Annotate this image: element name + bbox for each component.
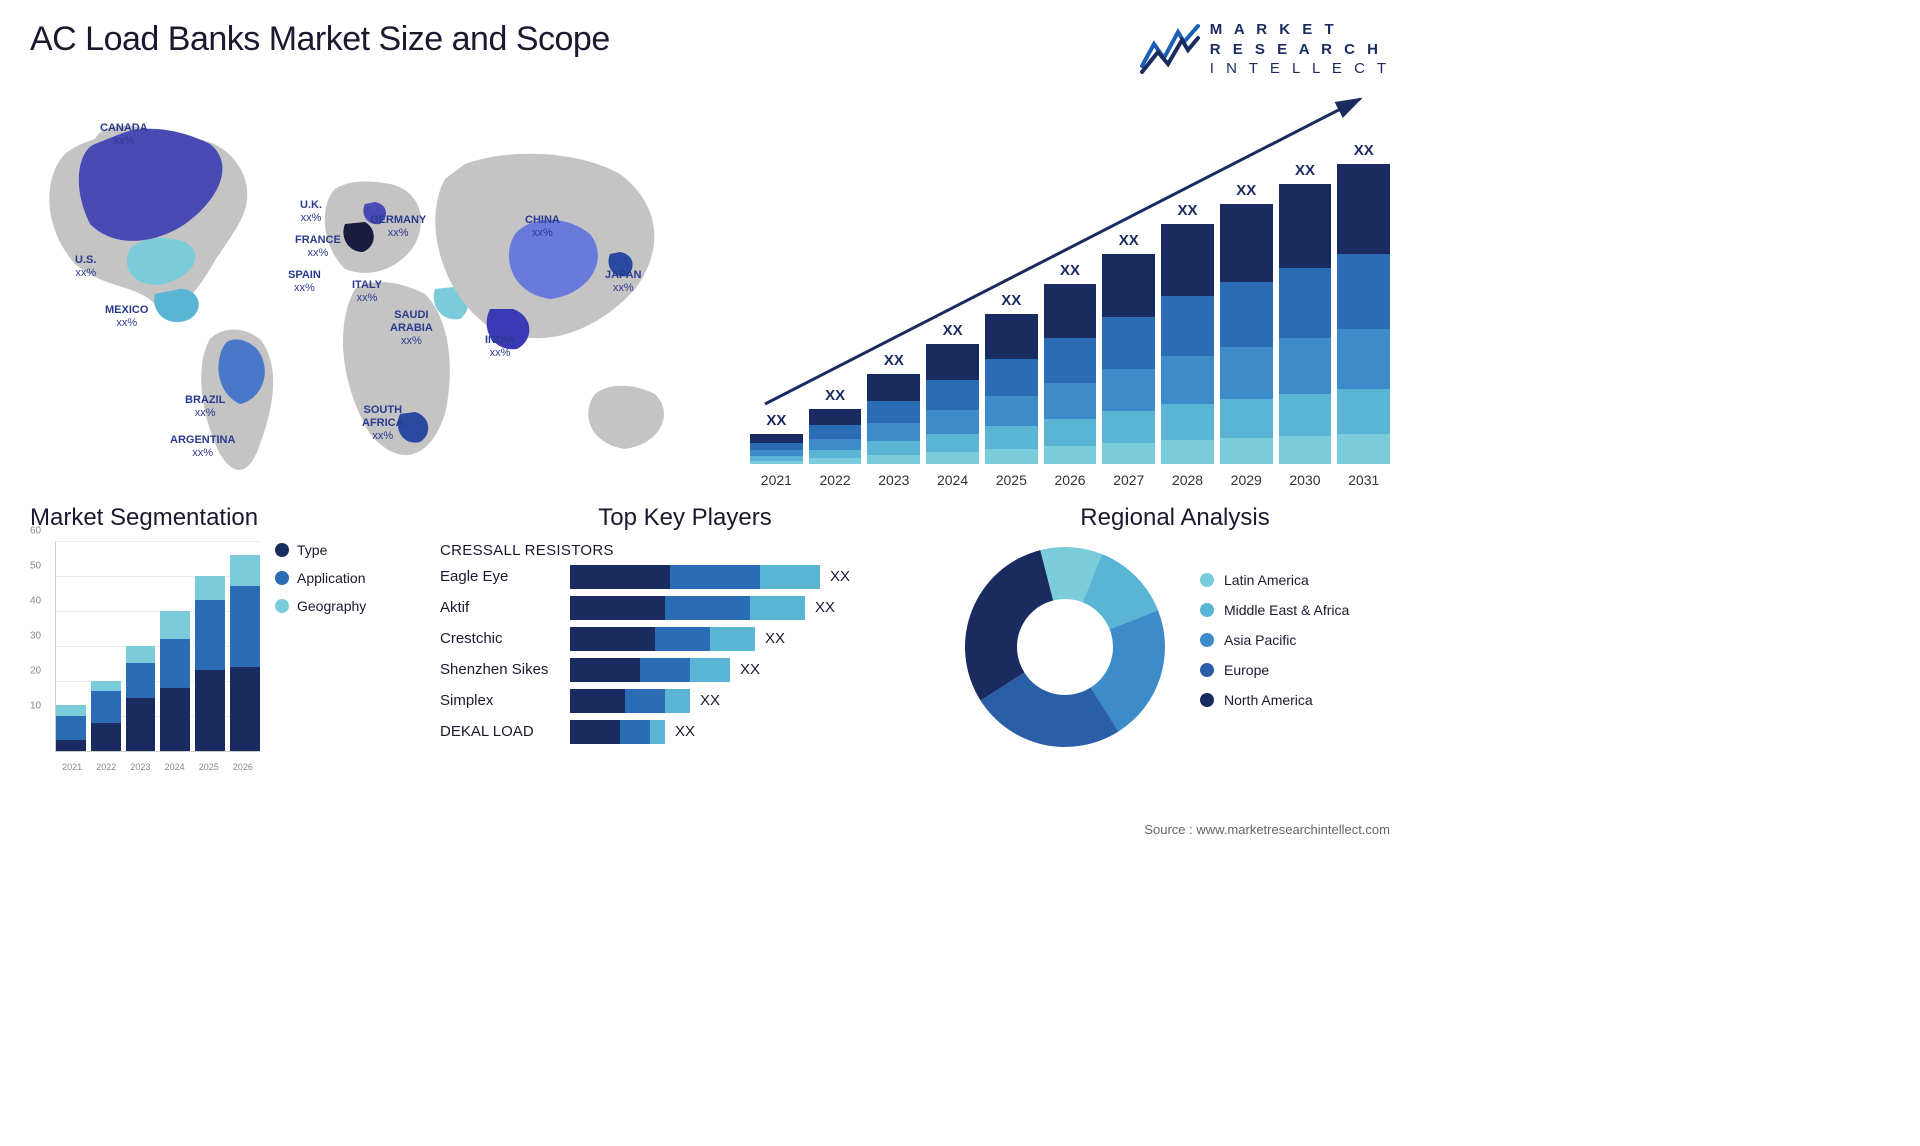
legend-item: Europe — [1200, 662, 1349, 678]
logo-line1: M A R K E T — [1210, 20, 1390, 40]
page-title: AC Load Banks Market Size and Scope — [30, 20, 610, 59]
seg-bar — [195, 576, 225, 751]
segmentation-legend: Type Application Geography — [275, 542, 366, 772]
seg-bar — [230, 555, 260, 751]
regional-panel: Regional Analysis Latin America Middle Ea… — [960, 504, 1390, 772]
segmentation-chart: 102030405060 202120222023202420252026 — [30, 542, 260, 772]
map-label: INDIAxx% — [485, 334, 515, 360]
growth-bar: XX2021 — [750, 434, 803, 464]
legend-item: North America — [1200, 692, 1349, 708]
map-label: SAUDIARABIAxx% — [390, 309, 433, 349]
keyplayer-row: DEKAL LOADXX — [440, 720, 930, 744]
growth-bar: XX2022 — [809, 409, 862, 464]
growth-bar: XX2029 — [1220, 204, 1273, 464]
map-label: GERMANYxx% — [370, 214, 426, 240]
map-label: CHINAxx% — [525, 214, 560, 240]
map-label: U.K.xx% — [300, 199, 322, 225]
map-label: JAPANxx% — [605, 269, 641, 295]
map-label: SPAINxx% — [288, 269, 321, 295]
growth-bar: XX2025 — [985, 314, 1038, 464]
regional-title: Regional Analysis — [960, 504, 1390, 532]
source-attribution: Source : www.marketresearchintellect.com — [1144, 822, 1390, 837]
map-label: ARGENTINAxx% — [170, 434, 235, 460]
keyplayer-row: Eagle EyeXX — [440, 565, 930, 589]
growth-bar: XX2028 — [1161, 224, 1214, 464]
legend-item: Middle East & Africa — [1200, 602, 1349, 618]
growth-bar: XX2024 — [926, 344, 979, 464]
legend-item: Asia Pacific — [1200, 632, 1349, 648]
growth-bar: XX2030 — [1279, 184, 1332, 464]
map-label: BRAZILxx% — [185, 394, 225, 420]
growth-bar: XX2023 — [867, 374, 920, 464]
growth-chart: XX2021XX2022XX2023XX2024XX2025XX2026XX20… — [750, 94, 1390, 494]
keyplayers-subtitle: CRESSALL RESISTORS — [440, 542, 930, 559]
logo-mark-icon — [1140, 24, 1200, 74]
world-map: CANADAxx% U.S.xx% MEXICOxx% BRAZILxx% ARGENT… — [30, 94, 720, 494]
seg-bar — [126, 646, 156, 751]
growth-bar: XX2031 — [1337, 164, 1390, 464]
seg-bar — [160, 611, 190, 751]
legend-item: Latin America — [1200, 572, 1349, 588]
map-label: FRANCExx% — [295, 234, 341, 260]
regional-legend: Latin America Middle East & Africa Asia Pa… — [1200, 572, 1349, 722]
map-label: CANADAxx% — [100, 122, 148, 148]
legend-item: Geography — [275, 598, 366, 614]
growth-bar: XX2026 — [1044, 284, 1097, 464]
legend-item: Type — [275, 542, 366, 558]
seg-bar — [91, 681, 121, 751]
keyplayer-row: CrestchicXX — [440, 627, 930, 651]
keyplayer-row: Shenzhen SikesXX — [440, 658, 930, 682]
map-label: ITALYxx% — [352, 279, 382, 305]
growth-bar: XX2027 — [1102, 254, 1155, 464]
keyplayer-row: SimplexXX — [440, 689, 930, 713]
keyplayer-row: AktifXX — [440, 596, 930, 620]
segmentation-panel: Market Segmentation 102030405060 2021202… — [30, 504, 410, 772]
map-label: MEXICOxx% — [105, 304, 148, 330]
segmentation-title: Market Segmentation — [30, 504, 410, 532]
logo-line3: I N T E L L E C T — [1210, 59, 1390, 79]
legend-item: Application — [275, 570, 366, 586]
keyplayers-title: Top Key Players — [440, 504, 930, 532]
key-players-panel: Top Key Players CRESSALL RESISTORS Eagle… — [440, 504, 930, 772]
brand-logo: M A R K E T R E S E A R C H I N T E L L … — [1140, 20, 1390, 79]
map-label: U.S.xx% — [75, 254, 96, 280]
seg-bar — [56, 705, 86, 751]
map-label: SOUTHAFRICAxx% — [362, 404, 404, 444]
logo-line2: R E S E A R C H — [1210, 40, 1390, 60]
regional-donut — [960, 542, 1170, 752]
